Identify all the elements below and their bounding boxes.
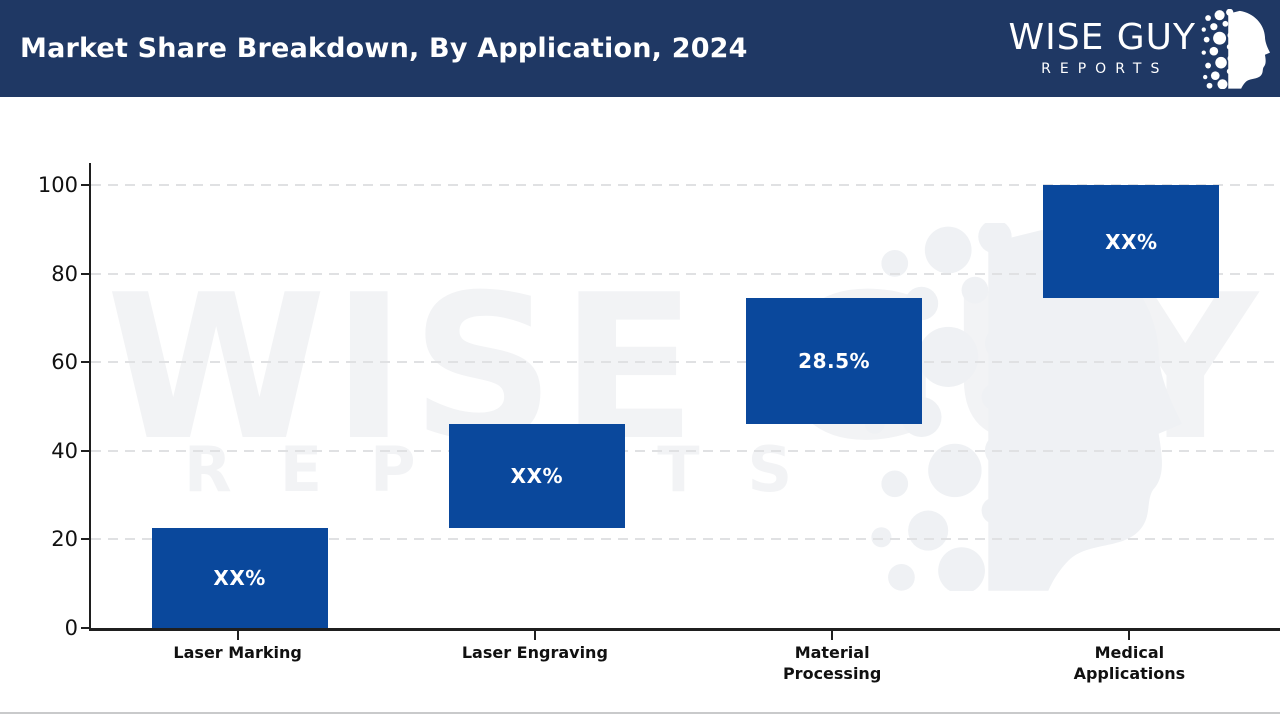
y-tick-mark-100 bbox=[81, 184, 89, 187]
gridline-100 bbox=[91, 184, 1280, 187]
page-title: Market Share Breakdown, By Application, … bbox=[20, 33, 748, 64]
x-tick-mark-4 bbox=[1128, 631, 1131, 640]
x-tick-mark-3 bbox=[831, 631, 834, 640]
footer-divider bbox=[0, 712, 1280, 714]
bar-4: XX% bbox=[1043, 185, 1220, 299]
brand-subname: REPORTS bbox=[1041, 61, 1169, 77]
bar-2: XX% bbox=[448, 424, 625, 529]
brand-name: WISE GUY bbox=[1008, 17, 1196, 58]
y-tick-mark-80 bbox=[81, 272, 89, 275]
x-tick-mark-2 bbox=[533, 631, 536, 640]
x-tick-mark-1 bbox=[236, 631, 239, 640]
y-tick-label-20: 20 bbox=[51, 527, 78, 552]
y-tick-mark-60 bbox=[81, 361, 89, 364]
bar-1: XX% bbox=[151, 528, 328, 628]
header-bar: Market Share Breakdown, By Application, … bbox=[0, 0, 1280, 97]
y-tick-mark-40 bbox=[81, 449, 89, 452]
y-tick-label-60: 60 bbox=[51, 350, 78, 375]
bar-value-label: XX% bbox=[213, 566, 266, 591]
y-tick-label-80: 80 bbox=[51, 261, 78, 286]
y-tick-label-100: 100 bbox=[37, 173, 78, 198]
x-tick-label-1: Laser Marking bbox=[173, 643, 302, 662]
y-tick-mark-0 bbox=[81, 627, 89, 629]
bar-value-label: XX% bbox=[1105, 229, 1158, 254]
y-tick-label-40: 40 bbox=[51, 438, 78, 463]
gridline-20 bbox=[91, 538, 1280, 541]
plot-area: XX% XX% 28.5% XX% bbox=[89, 163, 1280, 631]
gridline-80 bbox=[91, 272, 1280, 275]
gridline-40 bbox=[91, 449, 1280, 452]
x-tick-label-2: Laser Engraving bbox=[461, 643, 608, 662]
chart-area: WISE GUY REPORTS XX%XX%28.5%XX% 02040608… bbox=[0, 97, 1280, 713]
x-tick-label-4: Medical Applications bbox=[1073, 643, 1186, 683]
bar-value-label: 28.5% bbox=[798, 349, 871, 374]
bar-value-label: XX% bbox=[510, 464, 564, 489]
dotted-head-icon bbox=[1201, 8, 1270, 89]
brand-logo-text: WISE GUY REPORTS bbox=[1008, 17, 1197, 78]
gridline-60 bbox=[91, 361, 1280, 364]
x-tick-label-3: Material Processing bbox=[782, 643, 882, 683]
y-tick-mark-20 bbox=[81, 538, 89, 541]
brand-logo: WISE GUY REPORTS bbox=[1008, 8, 1270, 89]
y-tick-label-0: 0 bbox=[64, 616, 78, 640]
bar-3: 28.5% bbox=[746, 298, 923, 425]
